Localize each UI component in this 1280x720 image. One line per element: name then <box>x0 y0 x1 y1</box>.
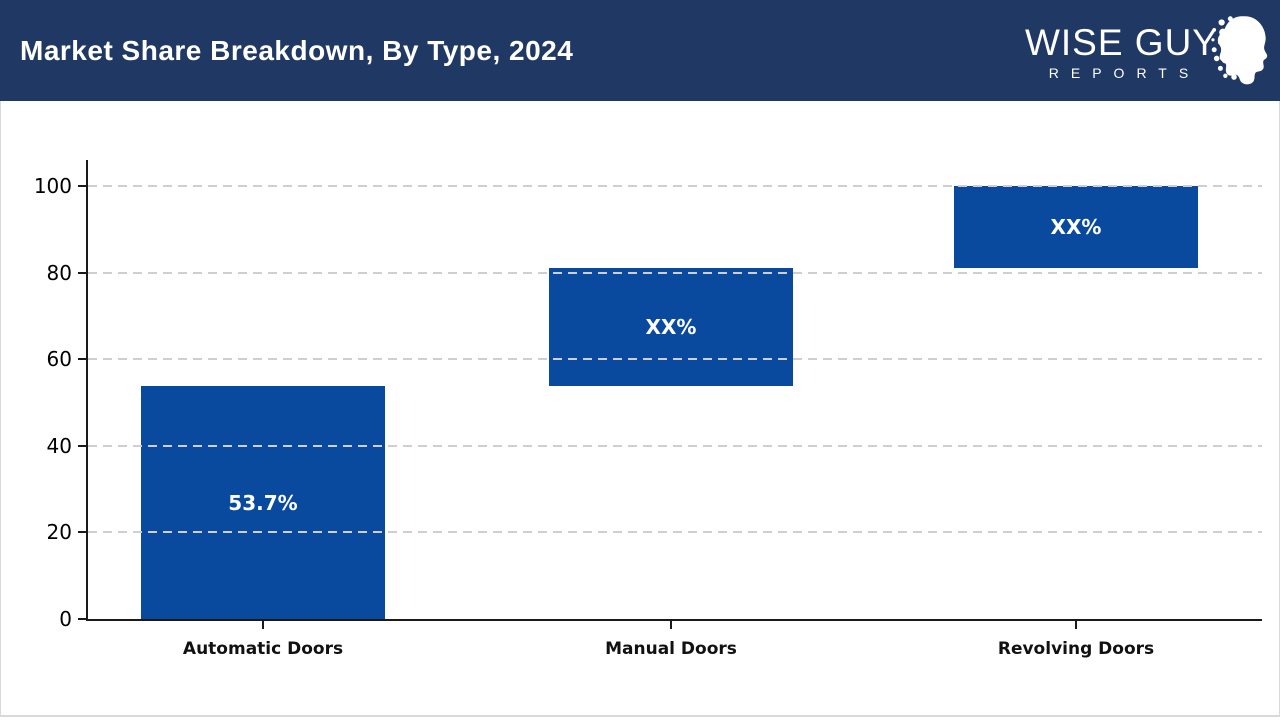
logo-wordmark: WISE GUY <box>1024 21 1218 63</box>
bar <box>549 268 793 387</box>
bar <box>954 186 1198 269</box>
y-tick-label: 60 <box>46 347 72 372</box>
bar-value-label: 53.7% <box>228 490 298 515</box>
chart-title: Market Share Breakdown, By Type, 2024 <box>20 35 574 66</box>
y-tick <box>78 618 86 620</box>
x-axis-line <box>86 619 1262 621</box>
bar-value-label: XX% <box>645 315 697 340</box>
y-tick-label: 0 <box>59 607 72 631</box>
y-tick-label: 40 <box>46 433 72 458</box>
x-tick <box>670 621 672 629</box>
y-tick <box>78 358 86 361</box>
y-axis-line <box>86 160 88 621</box>
x-category-label: Automatic Doors <box>182 639 344 659</box>
x-tick <box>1075 621 1077 629</box>
bar-value-label: XX% <box>1050 215 1102 240</box>
gridline <box>88 444 1262 447</box>
gridline <box>88 185 1262 187</box>
y-tick <box>78 444 86 447</box>
gridline <box>88 358 1262 361</box>
logo-head-icon <box>1211 16 1268 85</box>
y-tick <box>78 185 86 187</box>
wise-guy-logo: WISE GUY REPORTS <box>1025 6 1270 96</box>
x-category-label: Manual Doors <box>605 639 737 659</box>
logo-text: WISE GUY REPORTS <box>1025 22 1218 81</box>
gridline <box>88 531 1262 534</box>
y-tick <box>78 271 86 274</box>
y-tick <box>78 531 86 534</box>
y-tick-label: 100 <box>33 174 72 198</box>
y-tick-label: 20 <box>46 520 72 545</box>
y-tick-label: 80 <box>46 260 72 285</box>
x-category-label: Revolving Doors <box>997 639 1155 659</box>
gridline <box>88 271 1262 274</box>
bar <box>141 386 385 619</box>
logo-subtitle: REPORTS <box>1048 64 1201 81</box>
x-tick <box>262 621 264 629</box>
header-bar: Market Share Breakdown, By Type, 2024 WI… <box>0 0 1280 101</box>
